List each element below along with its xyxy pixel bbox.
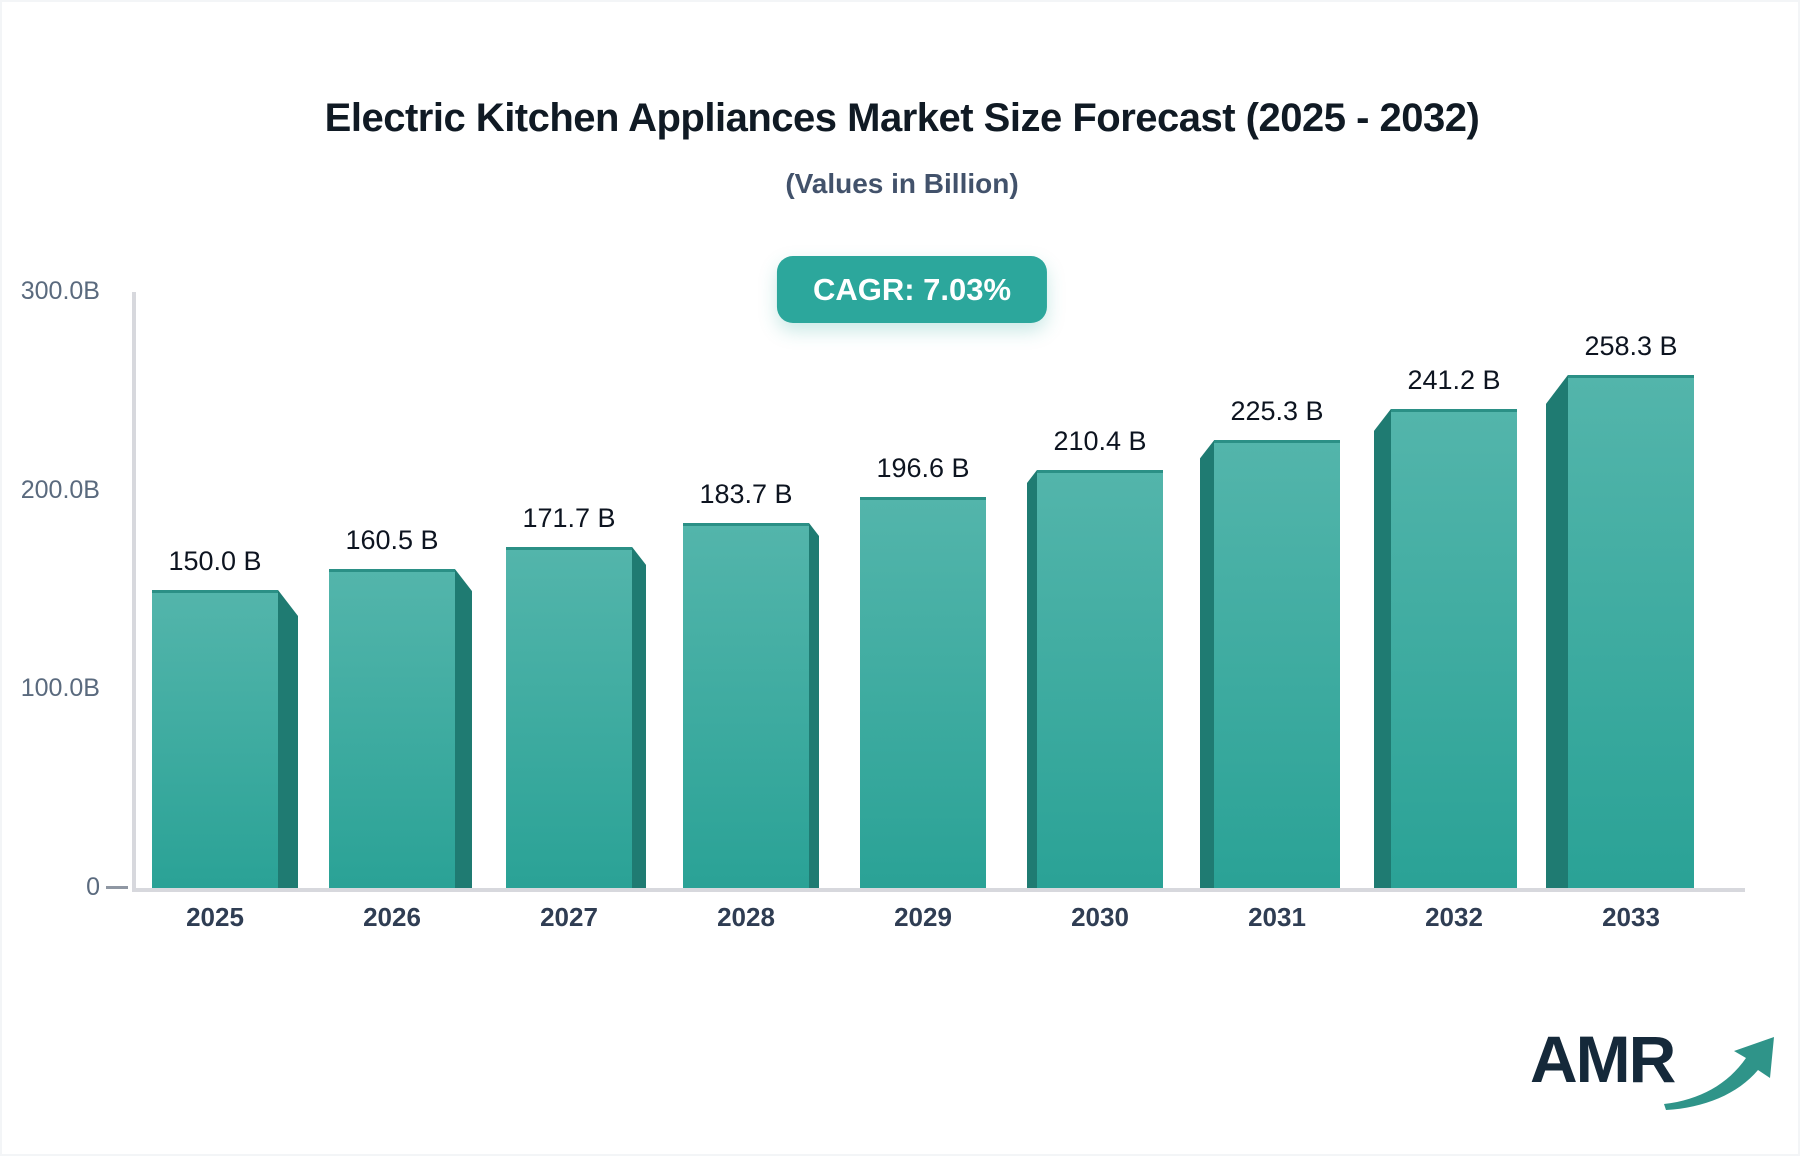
cagr-badge: CAGR: 7.03%: [776, 256, 1048, 323]
bar-2030: [1037, 470, 1163, 888]
bar-3d-side: [1546, 374, 1568, 888]
bar-value-label: 210.4 B: [1053, 426, 1147, 456]
x-axis-category-label: 2025: [186, 902, 244, 932]
x-axis-category-label: 2031: [1248, 902, 1306, 932]
chart-title: Electric Kitchen Appliances Market Size …: [324, 96, 1480, 140]
bar-value-label: 160.5 B: [345, 525, 439, 556]
bar-value-label: 171.7 B: [522, 502, 616, 533]
x-axis-category-label: 2030: [1071, 902, 1129, 932]
bar-3d-side: [455, 569, 472, 888]
cagr-badge-label: CAGR: 7.03%: [812, 271, 1012, 307]
zero-tick-mark: [106, 886, 128, 889]
bar-3d-side: [278, 590, 298, 888]
amr-logo: AMR: [1530, 1026, 1778, 1117]
amr-logo-text: AMR: [1530, 1022, 1676, 1096]
x-axis-category-label: 2027: [540, 902, 598, 932]
bar-2028: [683, 523, 809, 888]
x-axis-category-label: 2029: [894, 902, 952, 932]
x-axis-category-label: 2028: [717, 902, 775, 932]
x-axis-category-label: 2026: [363, 902, 421, 932]
bar-2025: [152, 590, 278, 888]
bar-3d-side: [1374, 408, 1391, 888]
bar-2031: [1214, 440, 1340, 888]
y-axis-tick-label: 100.0B: [20, 674, 100, 703]
bar-value-label: 183.7 B: [699, 479, 793, 510]
bar-2032: [1391, 408, 1517, 888]
bar-value-label: 258.3 B: [1584, 330, 1678, 361]
bar-value-label: 225.3 B: [1230, 396, 1324, 427]
y-axis-line: [132, 292, 136, 892]
y-axis-tick-label: 0: [86, 873, 100, 901]
bar-value-label: 196.6 B: [876, 453, 970, 484]
bar-value-label: 150.0 B: [168, 546, 262, 576]
x-axis-category-label: 2033: [1602, 902, 1660, 932]
x-axis-category-label: 2032: [1425, 902, 1483, 932]
growth-arrow-icon: [1660, 1032, 1778, 1117]
bar-2026: [329, 569, 455, 888]
bar-value-label: 241.2 B: [1407, 364, 1501, 395]
bar-2027: [506, 546, 632, 888]
bar-3d-side: [1027, 470, 1037, 888]
bar-3d-side: [1200, 440, 1214, 888]
bar-2033: [1568, 374, 1694, 888]
bar-2029: [860, 497, 986, 888]
x-axis-baseline: [132, 888, 1745, 892]
bar-3d-side: [809, 523, 819, 888]
chart-subtitle: (Values in Billion): [785, 168, 1019, 199]
bar-3d-side: [632, 546, 646, 888]
y-axis-tick-label: 300.0B: [20, 277, 100, 305]
y-axis-tick-label: 200.0B: [20, 475, 100, 504]
